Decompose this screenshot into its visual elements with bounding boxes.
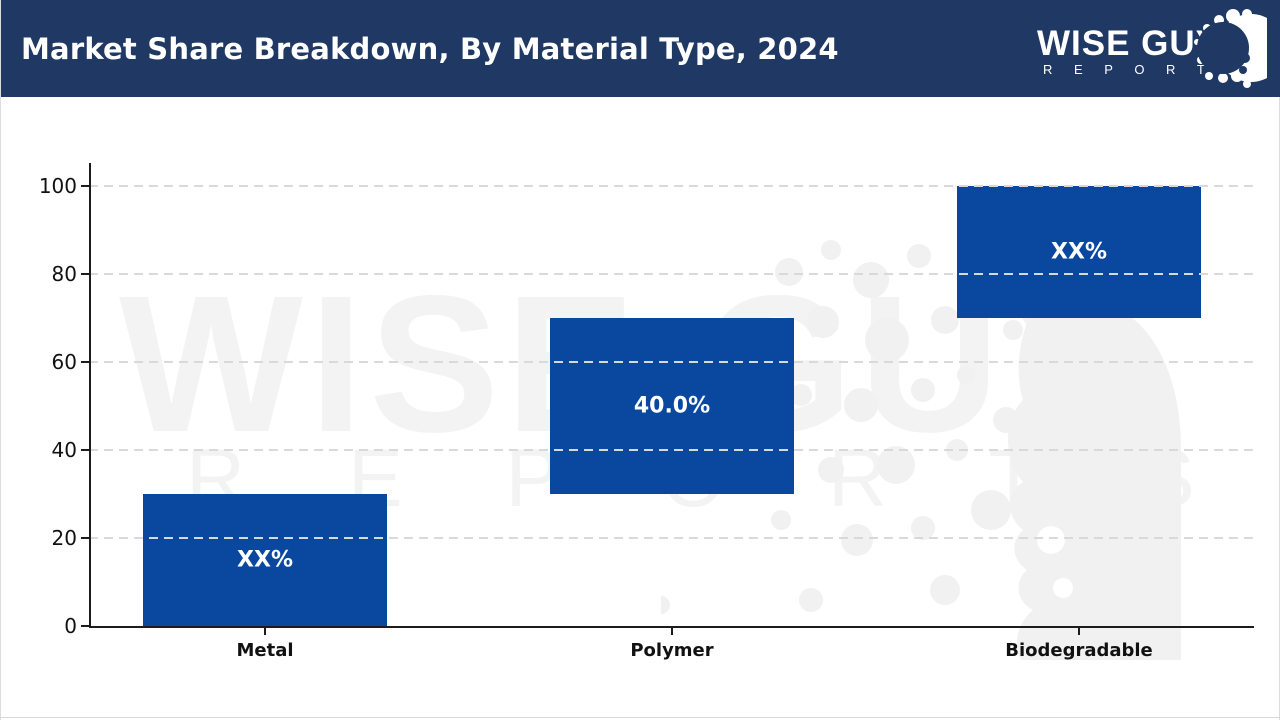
y-tick-label-0: 0 — [64, 614, 77, 638]
y-tick-60 — [81, 361, 89, 363]
x-tick-label-polymer: Polymer — [630, 640, 714, 661]
x-tick-label-metal: Metal — [236, 640, 294, 661]
bar-label-polymer: 40.0% — [633, 393, 711, 419]
logo-subtext: R E P O R T S — [1043, 62, 1244, 77]
y-tick-label-60: 60 — [51, 350, 77, 374]
y-tick-20 — [81, 537, 89, 539]
y-tick-80 — [81, 273, 89, 275]
y-tick-100 — [81, 185, 89, 187]
bottom-border — [1, 717, 1280, 718]
gridline-80 — [89, 273, 1254, 275]
gridline-60 — [89, 361, 1254, 363]
y-axis-spine — [89, 163, 91, 628]
x-axis-spine — [89, 626, 1254, 628]
y-tick-40 — [81, 449, 89, 451]
y-tick-label-80: 80 — [51, 262, 77, 286]
chart-title: Market Share Breakdown, By Material Type… — [21, 31, 839, 66]
x-tick-label-biodegradable: Biodegradable — [1005, 640, 1153, 661]
bar-polymer — [550, 318, 794, 494]
y-tick-0 — [81, 625, 89, 627]
gridline-20 — [89, 537, 1254, 539]
gridline-100 — [89, 185, 1254, 187]
gridline-40 — [89, 449, 1254, 451]
x-tick-biodegradable — [1078, 628, 1080, 635]
logo-text: WISE GUY — [1037, 24, 1221, 63]
wiseguy-face-icon — [1194, 9, 1267, 88]
y-tick-label-20: 20 — [51, 526, 77, 550]
bar-label-biodegradable: XX% — [1051, 239, 1107, 265]
bar-metal — [143, 494, 387, 626]
y-tick-label-40: 40 — [51, 438, 77, 462]
x-tick-polymer — [671, 628, 673, 635]
wiseguy-logo: WISE GUY R E P O R T S — [1007, 6, 1267, 92]
bar-biodegradable — [957, 186, 1201, 318]
header: Market Share Breakdown, By Material Type… — [1, 0, 1280, 97]
bar-label-metal: XX% — [237, 547, 293, 573]
x-tick-metal — [264, 628, 266, 635]
y-tick-label-100: 100 — [38, 174, 77, 198]
